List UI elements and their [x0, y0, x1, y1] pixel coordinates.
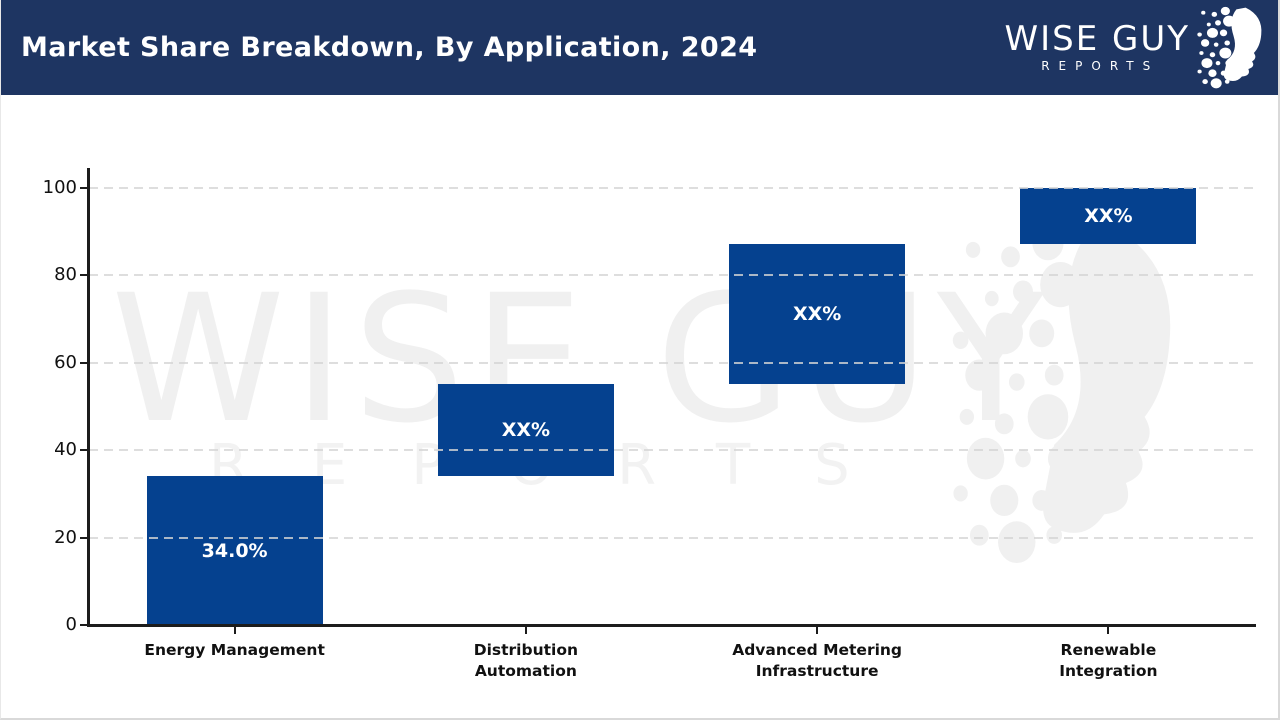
x-tick-label-line: Advanced Metering — [732, 641, 903, 659]
x-tick-mark — [816, 626, 819, 634]
y-tick-mark — [80, 624, 89, 626]
y-tick-label: 40 — [54, 439, 77, 460]
x-tick-label-line: Distribution — [473, 641, 579, 659]
y-tick-mark — [80, 274, 89, 276]
y-tick-mark — [80, 536, 89, 539]
bar — [1020, 187, 1197, 245]
x-tick-label-line: Energy Management — [144, 641, 325, 659]
x-tick-label-line: Infrastructure — [755, 662, 879, 680]
gridline — [89, 449, 1254, 451]
y-tick-label: 100 — [42, 176, 77, 198]
bar — [729, 244, 906, 385]
x-tick-label: Distribution Automation — [386, 640, 666, 682]
y-tick-label: 0 — [65, 614, 77, 635]
header-bar: Market Share Breakdown, By Application, … — [1, 0, 1278, 95]
y-tick-mark — [80, 186, 89, 189]
y-tick-label: 20 — [54, 526, 77, 548]
y-tick-mark — [80, 361, 89, 364]
x-tick-mark — [524, 626, 527, 634]
x-axis-line — [87, 624, 1256, 627]
x-tick-mark — [233, 626, 236, 634]
page-title: Market Share Breakdown, By Application, … — [21, 32, 758, 63]
logo-face-icon — [1197, 6, 1262, 88]
gridline — [89, 536, 1254, 539]
x-tick-label: Renewable Integration — [968, 640, 1248, 682]
y-axis-line — [87, 168, 90, 627]
y-tick-mark — [80, 449, 89, 451]
gridline — [89, 361, 1254, 364]
x-tick-label: Energy Management — [95, 640, 375, 661]
logo-wiseguy-label: WISE GUY — [1004, 19, 1190, 59]
bar — [437, 384, 614, 477]
x-tick-label-line: Automation — [474, 662, 577, 680]
x-tick-label-line: Integration — [1059, 662, 1158, 680]
gridline — [89, 186, 1254, 189]
bar-value-label: XX% — [792, 303, 842, 326]
bar-value-label: XX% — [501, 419, 551, 442]
x-tick-mark — [1107, 626, 1110, 634]
bar-value-label: XX% — [1084, 204, 1133, 227]
logo-text: WISE GUY REPORTS — [1004, 22, 1190, 73]
x-tick-label: Advanced Metering Infrastructure — [677, 640, 957, 682]
wiseguy-logo: WISE GUY REPORTS — [1004, 6, 1264, 90]
bar — [146, 476, 323, 625]
gridline — [89, 274, 1254, 276]
y-tick-label: 80 — [54, 264, 77, 285]
y-tick-label: 60 — [54, 351, 77, 373]
bar-value-label: 34.0% — [201, 539, 268, 562]
x-tick-label-line: Renewable — [1060, 641, 1157, 659]
logo-reports-label: REPORTS — [1041, 59, 1160, 73]
